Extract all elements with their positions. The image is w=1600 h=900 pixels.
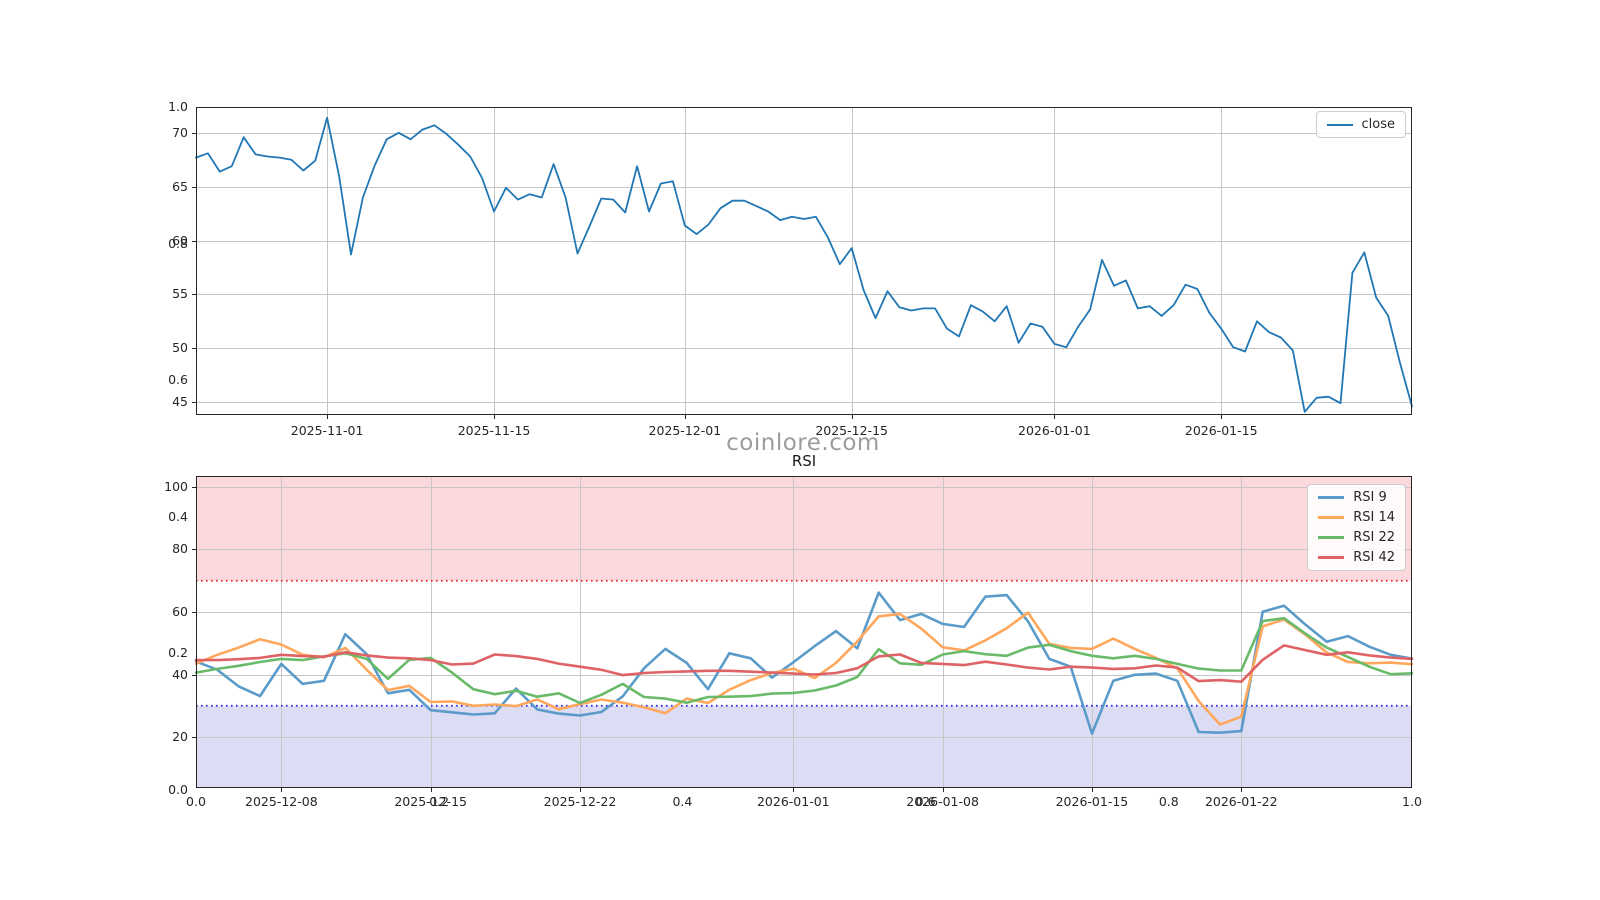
tick-mark [580, 788, 581, 792]
y-tick-label: 45 [172, 394, 188, 410]
outer-y-tick-label: 1.0 [168, 99, 188, 114]
y-tick-label: 50 [172, 340, 188, 356]
x-tick-label: 2026-01-15 [1055, 794, 1129, 809]
tick-mark [192, 737, 196, 739]
y-tick-label: 20 [172, 729, 188, 745]
y-tick-label: 60 [172, 603, 188, 619]
x-tick-label: 2026-01-01 [756, 794, 830, 809]
outer-x-tick-label: 0.2 [429, 794, 450, 809]
x-tick-label: 2025-12-08 [245, 794, 318, 809]
legend-row-rsi9: RSI 9 [1318, 490, 1395, 505]
tick-mark [192, 611, 196, 613]
legend-label-rsi42: RSI 42 [1353, 550, 1395, 565]
tick-mark [192, 486, 196, 488]
legend-label-rsi9: RSI 9 [1353, 490, 1387, 505]
x-tick-label: 2025-12-15 [815, 423, 888, 438]
tick-mark [1091, 788, 1093, 792]
y-tick-label: 65 [172, 178, 188, 194]
price-chart [195, 107, 1413, 415]
legend-row-rsi22: RSI 22 [1318, 530, 1395, 545]
legend-label-rsi22: RSI 22 [1353, 530, 1395, 545]
rsi42-line-swatch [1318, 556, 1345, 559]
watermark-text: coinlore.com [726, 430, 880, 456]
rsi14-line-swatch [1318, 516, 1345, 519]
outer-x-tick-label: 0.8 [1158, 794, 1179, 809]
rsi-chart-title: RSI [791, 452, 817, 470]
outer-x-tick-label: 0.4 [672, 794, 693, 809]
tick-mark [1054, 415, 1056, 419]
close-line-swatch [1326, 123, 1353, 126]
tick-mark [281, 788, 283, 792]
tick-mark [192, 240, 196, 242]
outer-x-tick-label: 0.0 [186, 794, 206, 809]
y-tick-label: 40 [172, 666, 188, 682]
y-tick-label: 100 [164, 478, 188, 494]
tick-mark [793, 788, 795, 792]
legend-row-rsi14: RSI 14 [1318, 510, 1395, 525]
outer-y-tick-label: 0.2 [168, 645, 188, 661]
tick-mark [494, 415, 496, 419]
legend-label-rsi14: RSI 14 [1353, 510, 1395, 525]
tick-mark [192, 348, 196, 350]
outer-x-tick-label: 1.0 [1402, 794, 1422, 809]
y-tick-label: 70 [172, 124, 188, 140]
legend-label-close: close [1361, 117, 1395, 132]
tick-mark [1241, 788, 1243, 792]
x-tick-label: 2025-11-01 [290, 423, 364, 438]
legend-row-rsi42: RSI 42 [1318, 550, 1395, 565]
tick-mark [192, 674, 196, 676]
tick-mark [942, 788, 944, 792]
tick-mark [192, 186, 196, 188]
outer-x-tick-label: 0.6 [915, 794, 936, 809]
tick-mark [684, 415, 686, 419]
rsi-chart [194, 476, 1414, 788]
rsi22-line-swatch [1318, 536, 1345, 539]
x-tick-label: 2025-12-01 [648, 423, 722, 438]
legend-close: close [1315, 111, 1406, 138]
legend-rsi: RSI 9 RSI 14 RSI 22 RSI 42 [1307, 484, 1406, 571]
x-tick-label: 2026-01-08 [906, 794, 979, 809]
outer-y-tick-label: 0.6 [168, 372, 188, 388]
tick-mark [192, 402, 196, 404]
outer-y-tick-label: 0.0 [168, 782, 188, 797]
tick-mark [430, 788, 432, 792]
x-tick-label: 2025-12-22 [543, 794, 617, 809]
x-tick-label: 2026-01-22 [1204, 794, 1278, 809]
tick-mark [192, 294, 196, 296]
x-tick-label: 2026-01-01 [1018, 423, 1091, 438]
tick-mark [851, 415, 853, 419]
tick-mark [192, 132, 196, 134]
tick-mark [192, 549, 196, 551]
y-tick-label: 60 [172, 232, 188, 248]
x-tick-label: 2025-11-15 [457, 423, 531, 438]
outer-y-tick-label: 0.8 [168, 235, 188, 251]
x-tick-label: 2025-12-15 [394, 794, 468, 809]
legend-row-close: close [1326, 117, 1395, 132]
tick-mark [327, 415, 329, 419]
x-tick-label: 2026-01-15 [1184, 423, 1258, 438]
y-tick-label: 55 [172, 286, 188, 302]
tick-mark [1221, 415, 1223, 419]
y-tick-label: 80 [172, 541, 188, 557]
outer-y-tick-label: 0.4 [168, 508, 188, 524]
rsi9-line-swatch [1318, 496, 1345, 499]
